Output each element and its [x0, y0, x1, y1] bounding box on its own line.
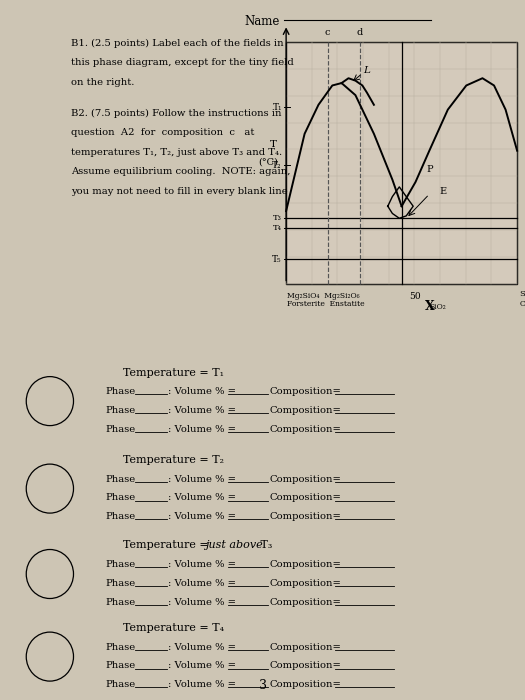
Text: : Volume % =: : Volume % =	[168, 662, 236, 671]
Text: T₄: T₄	[273, 224, 282, 232]
Text: T₃: T₃	[273, 214, 282, 223]
Text: Composition=: Composition=	[269, 680, 341, 690]
Text: T: T	[269, 140, 277, 149]
Text: just above: just above	[205, 540, 262, 550]
Text: T₃: T₃	[257, 540, 272, 550]
Text: Composition=: Composition=	[269, 579, 341, 588]
Text: Composition=: Composition=	[269, 643, 341, 652]
Text: c: c	[325, 28, 330, 37]
Text: Composition=: Composition=	[269, 494, 341, 503]
Text: Composition=: Composition=	[269, 387, 341, 396]
Text: Cristobalite: Cristobalite	[520, 300, 525, 308]
Text: Phase: Phase	[105, 680, 135, 690]
Text: P: P	[426, 165, 433, 174]
Text: : Volume % =: : Volume % =	[168, 643, 236, 652]
Text: T₁: T₁	[272, 103, 282, 112]
Text: : Volume % =: : Volume % =	[168, 680, 236, 690]
Text: Phase: Phase	[105, 643, 135, 652]
Text: X: X	[425, 300, 435, 314]
Text: Phase: Phase	[105, 512, 135, 522]
Text: Phase: Phase	[105, 662, 135, 671]
Text: Phase: Phase	[105, 560, 135, 569]
Text: 50: 50	[410, 292, 421, 301]
Text: B2. (7.5 points) Follow the instructions in: B2. (7.5 points) Follow the instructions…	[71, 108, 281, 118]
Text: Composition=: Composition=	[269, 425, 341, 434]
Text: : Volume % =: : Volume % =	[168, 475, 236, 484]
Text: Composition=: Composition=	[269, 512, 341, 522]
Text: : Volume % =: : Volume % =	[168, 560, 236, 569]
Text: Phase: Phase	[105, 406, 135, 415]
Text: this phase diagram, except for the tiny field: this phase diagram, except for the tiny …	[71, 58, 293, 67]
Text: question  A2  for  composition  c   at: question A2 for composition c at	[71, 128, 254, 137]
Text: : Volume % =: : Volume % =	[168, 387, 236, 396]
Text: Composition=: Composition=	[269, 662, 341, 671]
Text: : Volume % =: : Volume % =	[168, 425, 236, 434]
Text: Forsterite  Enstatite: Forsterite Enstatite	[287, 300, 364, 308]
Text: Temperature = T₄: Temperature = T₄	[123, 623, 225, 633]
Text: you may not need to fill in every blank line: you may not need to fill in every blank …	[71, 187, 288, 196]
Text: Mg₂SiO₄  Mg₂Si₂O₆: Mg₂SiO₄ Mg₂Si₂O₆	[287, 292, 359, 300]
Text: : Volume % =: : Volume % =	[168, 494, 236, 503]
Text: : Volume % =: : Volume % =	[168, 406, 236, 415]
Text: T₅: T₅	[272, 255, 282, 264]
Text: Temperature = T₁: Temperature = T₁	[123, 368, 224, 377]
Text: Phase: Phase	[105, 579, 135, 588]
Text: temperatures T₁, T₂, just above T₃ and T₄.: temperatures T₁, T₂, just above T₃ and T…	[71, 148, 282, 157]
Text: : Volume % =: : Volume % =	[168, 598, 236, 607]
Text: Composition=: Composition=	[269, 406, 341, 415]
Text: Phase: Phase	[105, 425, 135, 434]
Text: Phase: Phase	[105, 475, 135, 484]
Text: Temperature = T₂: Temperature = T₂	[123, 455, 224, 465]
Text: Phase: Phase	[105, 494, 135, 503]
Text: L: L	[363, 66, 371, 76]
Text: (°C): (°C)	[258, 158, 278, 167]
Text: T₂: T₂	[272, 161, 282, 169]
Text: B1. (2.5 points) Label each of the fields in: B1. (2.5 points) Label each of the field…	[71, 38, 284, 48]
Text: d: d	[357, 28, 363, 37]
Text: SiO₂: SiO₂	[429, 303, 446, 311]
Text: 3: 3	[258, 678, 267, 692]
Text: Name: Name	[245, 15, 280, 29]
Text: Composition=: Composition=	[269, 560, 341, 569]
Text: : Volume % =: : Volume % =	[168, 512, 236, 522]
Text: Phase: Phase	[105, 598, 135, 607]
Text: E: E	[439, 187, 447, 196]
Text: : Volume % =: : Volume % =	[168, 579, 236, 588]
Bar	[286, 42, 517, 284]
Text: Composition=: Composition=	[269, 475, 341, 484]
Text: Assume equilibrium cooling.  NOTE: again,: Assume equilibrium cooling. NOTE: again,	[71, 167, 290, 176]
Text: Phase: Phase	[105, 387, 135, 396]
Text: SiO₂: SiO₂	[520, 290, 525, 298]
Text: Composition=: Composition=	[269, 598, 341, 607]
Text: Temperature =: Temperature =	[123, 540, 213, 550]
Text: on the right.: on the right.	[71, 78, 134, 87]
